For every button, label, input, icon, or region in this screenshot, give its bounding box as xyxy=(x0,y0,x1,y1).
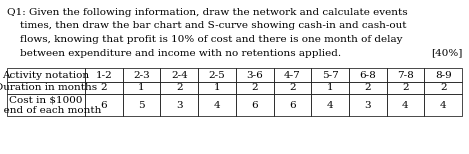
Text: 3-6: 3-6 xyxy=(246,71,263,79)
Text: 4: 4 xyxy=(402,101,409,109)
Text: 2-4: 2-4 xyxy=(171,71,188,79)
Text: 6: 6 xyxy=(289,101,295,109)
Bar xyxy=(311,68,349,82)
Bar xyxy=(273,94,311,116)
Text: 1: 1 xyxy=(214,83,220,93)
Bar xyxy=(85,82,123,94)
Bar xyxy=(160,68,198,82)
Bar xyxy=(123,94,160,116)
Bar xyxy=(386,94,424,116)
Bar xyxy=(160,94,198,116)
Bar xyxy=(311,82,349,94)
Bar xyxy=(349,82,386,94)
Text: 6-8: 6-8 xyxy=(359,71,376,79)
Bar xyxy=(424,94,462,116)
Text: 1-2: 1-2 xyxy=(96,71,112,79)
Text: 6: 6 xyxy=(100,101,107,109)
Text: 2: 2 xyxy=(251,83,258,93)
Bar xyxy=(236,94,273,116)
Text: Duration in months: Duration in months xyxy=(0,83,97,93)
Bar xyxy=(236,82,273,94)
Bar xyxy=(85,68,123,82)
Text: 1: 1 xyxy=(138,83,145,93)
Text: Q1: Given the following information, draw the network and calculate events: Q1: Given the following information, dra… xyxy=(7,8,408,17)
Text: times, then draw the bar chart and S-curve showing cash-in and cash-out: times, then draw the bar chart and S-cur… xyxy=(7,22,407,30)
Text: 2: 2 xyxy=(100,83,107,93)
Bar xyxy=(123,68,160,82)
Text: 4: 4 xyxy=(440,101,446,109)
Text: 3: 3 xyxy=(176,101,182,109)
Bar xyxy=(236,68,273,82)
Bar xyxy=(160,82,198,94)
Bar xyxy=(311,94,349,116)
Bar xyxy=(386,68,424,82)
Bar xyxy=(7,68,85,82)
Bar xyxy=(349,68,386,82)
Text: flows, knowing that profit is 10% of cost and there is one month of delay: flows, knowing that profit is 10% of cos… xyxy=(7,35,402,44)
Text: [40%]: [40%] xyxy=(431,49,462,57)
Text: 2-5: 2-5 xyxy=(209,71,225,79)
Text: 1: 1 xyxy=(327,83,333,93)
Text: 2-3: 2-3 xyxy=(133,71,150,79)
Bar xyxy=(424,82,462,94)
Text: between expenditure and income with no retentions applied.: between expenditure and income with no r… xyxy=(7,49,341,57)
Bar xyxy=(273,68,311,82)
Bar xyxy=(424,68,462,82)
Text: 4: 4 xyxy=(327,101,333,109)
Text: 6: 6 xyxy=(251,101,258,109)
Text: Activity notation: Activity notation xyxy=(2,71,90,79)
Text: 2: 2 xyxy=(176,83,182,93)
Text: 2: 2 xyxy=(440,83,446,93)
Text: 2: 2 xyxy=(402,83,409,93)
Text: 4-7: 4-7 xyxy=(284,71,301,79)
Text: 3: 3 xyxy=(364,101,371,109)
Bar xyxy=(198,68,236,82)
Bar xyxy=(85,94,123,116)
Bar xyxy=(7,82,85,94)
Text: Cost in $1000: Cost in $1000 xyxy=(9,96,83,105)
Text: 2: 2 xyxy=(289,83,295,93)
Text: @ end of each month: @ end of each month xyxy=(0,105,102,114)
Text: 4: 4 xyxy=(214,101,220,109)
Text: 2: 2 xyxy=(364,83,371,93)
Text: 7-8: 7-8 xyxy=(397,71,414,79)
Bar xyxy=(386,82,424,94)
Bar xyxy=(349,94,386,116)
Text: 8-9: 8-9 xyxy=(435,71,452,79)
Bar xyxy=(273,82,311,94)
Text: 5: 5 xyxy=(138,101,145,109)
Bar xyxy=(123,82,160,94)
Bar xyxy=(7,94,85,116)
Bar xyxy=(198,82,236,94)
Text: 5-7: 5-7 xyxy=(322,71,339,79)
Bar xyxy=(198,94,236,116)
